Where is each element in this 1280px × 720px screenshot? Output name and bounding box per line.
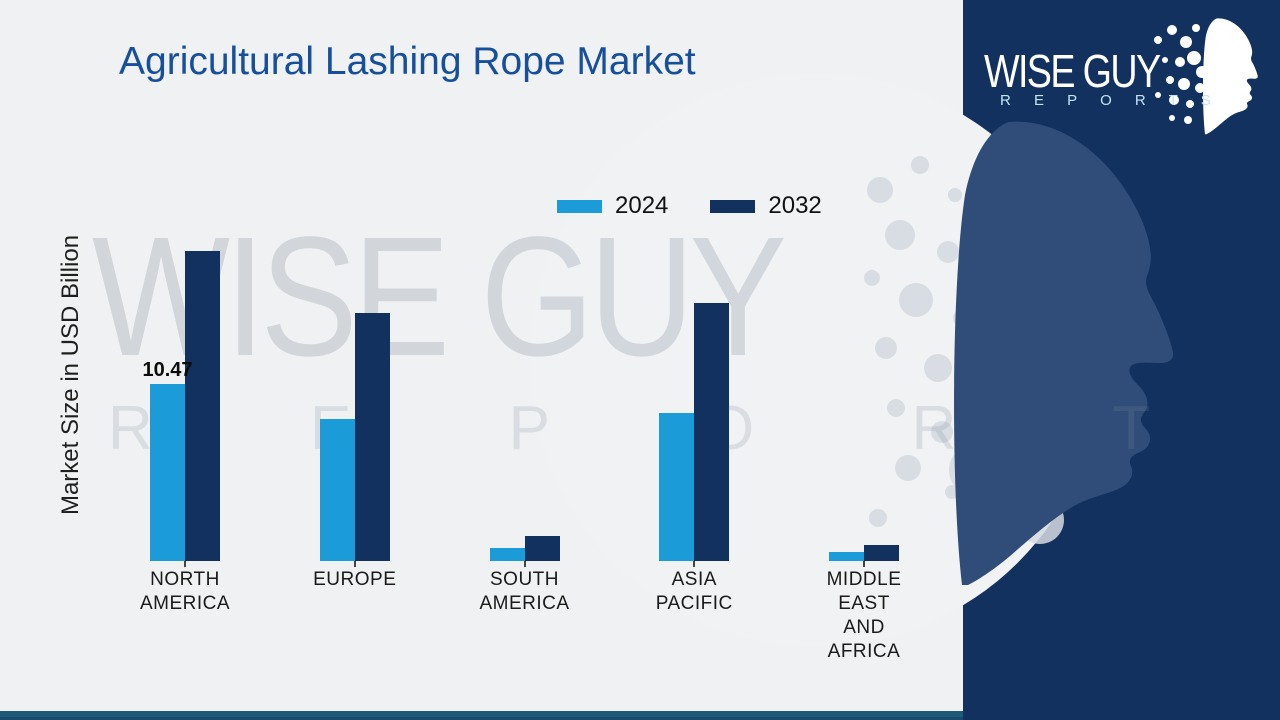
bar-2024-south-america — [489, 548, 525, 561]
logo-wordmark: WISE GUY — [984, 45, 1161, 97]
data-label-north-america-2024: 10.47 — [142, 359, 193, 381]
category-label-asia-pacific: ASIA PACIFIC — [655, 569, 733, 614]
bar-2032-south-america — [524, 536, 560, 561]
bottom-accent-bar — [0, 711, 963, 720]
bar-2024-north-america — [150, 384, 185, 561]
bar-2032-north-america — [185, 251, 220, 561]
bar-2024-middle-east-and-africa — [829, 552, 864, 561]
bar-2032-middle-east-and-africa — [864, 545, 899, 561]
axis-tick-middle-east-and-africa — [863, 561, 865, 567]
bar-2032-europe — [354, 313, 390, 561]
logo-subtitle: R E P O R T S — [1000, 92, 1221, 109]
bar-2024-europe — [319, 419, 355, 561]
axis-tick-europe — [353, 561, 356, 567]
bar-2032-asia-pacific — [694, 303, 730, 561]
bar-2024-asia-pacific — [659, 413, 695, 561]
axis-tick-south-america — [523, 561, 526, 567]
category-label-middle-east-and-africa: MIDDLE EAST AND AFRICA — [826, 569, 902, 662]
category-label-europe: EUROPE — [313, 569, 397, 590]
axis-tick-asia-pacific — [693, 561, 696, 567]
category-label-north-america: NORTH AMERICA — [139, 569, 231, 614]
axis-tick-north-america — [184, 561, 186, 567]
category-label-south-america: SOUTH AMERICA — [479, 569, 570, 614]
